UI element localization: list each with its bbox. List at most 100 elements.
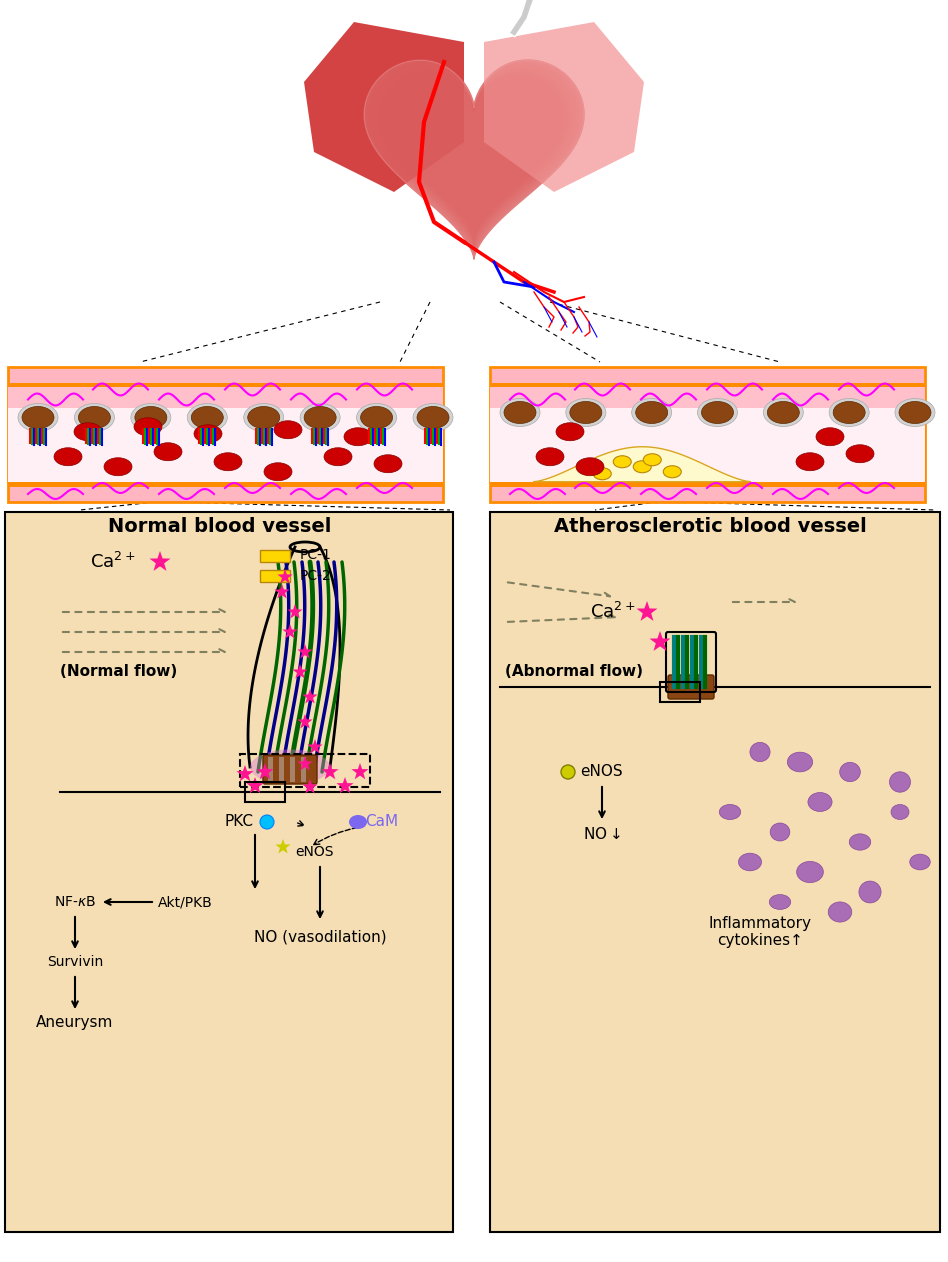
Ellipse shape <box>22 406 54 429</box>
Ellipse shape <box>360 406 392 429</box>
Polygon shape <box>150 551 171 570</box>
Text: Aneurysm: Aneurysm <box>36 1015 114 1030</box>
Bar <box>260 550 290 562</box>
Polygon shape <box>268 757 273 782</box>
Ellipse shape <box>768 891 793 912</box>
Ellipse shape <box>356 404 396 432</box>
Polygon shape <box>301 757 306 782</box>
Ellipse shape <box>899 401 931 424</box>
Polygon shape <box>490 387 925 408</box>
Polygon shape <box>274 584 289 598</box>
Ellipse shape <box>808 793 832 811</box>
Ellipse shape <box>304 406 337 429</box>
Polygon shape <box>287 604 302 618</box>
Polygon shape <box>246 777 264 794</box>
Ellipse shape <box>767 401 799 424</box>
Polygon shape <box>236 765 253 781</box>
Polygon shape <box>8 384 443 387</box>
Polygon shape <box>279 757 284 782</box>
Ellipse shape <box>349 815 367 829</box>
Ellipse shape <box>214 453 242 471</box>
Polygon shape <box>257 764 274 779</box>
FancyBboxPatch shape <box>668 675 714 699</box>
Ellipse shape <box>374 454 402 473</box>
Text: PKC: PKC <box>225 814 254 829</box>
Polygon shape <box>290 757 295 782</box>
Ellipse shape <box>816 428 844 445</box>
Ellipse shape <box>274 420 302 439</box>
Ellipse shape <box>749 743 771 761</box>
Ellipse shape <box>830 399 869 427</box>
Ellipse shape <box>135 406 167 429</box>
Ellipse shape <box>75 404 115 432</box>
Ellipse shape <box>846 444 874 463</box>
Ellipse shape <box>413 404 453 432</box>
Ellipse shape <box>301 404 340 432</box>
Ellipse shape <box>664 466 682 478</box>
Polygon shape <box>490 408 925 482</box>
Ellipse shape <box>344 428 372 445</box>
Polygon shape <box>8 387 443 408</box>
Ellipse shape <box>570 401 602 424</box>
Ellipse shape <box>250 750 330 785</box>
Ellipse shape <box>890 774 910 791</box>
Text: Survivin: Survivin <box>46 955 103 969</box>
Polygon shape <box>352 764 369 779</box>
Ellipse shape <box>324 448 352 466</box>
Ellipse shape <box>798 862 822 882</box>
Polygon shape <box>283 623 298 639</box>
Polygon shape <box>490 482 925 487</box>
Text: Inflammatory
cytokines↑: Inflammatory cytokines↑ <box>708 916 811 948</box>
Polygon shape <box>364 61 584 259</box>
Text: Normal blood vessel: Normal blood vessel <box>108 517 332 536</box>
Ellipse shape <box>593 468 611 480</box>
Ellipse shape <box>247 406 280 429</box>
Ellipse shape <box>500 399 540 427</box>
Text: Atherosclerotic blood vessel: Atherosclerotic blood vessel <box>554 517 866 536</box>
Ellipse shape <box>74 423 102 440</box>
Ellipse shape <box>631 399 672 427</box>
Ellipse shape <box>895 399 935 427</box>
Ellipse shape <box>194 425 222 443</box>
Text: NF-$\kappa$B: NF-$\kappa$B <box>54 895 96 909</box>
Ellipse shape <box>244 404 283 432</box>
Polygon shape <box>534 447 751 482</box>
Polygon shape <box>484 21 644 192</box>
Ellipse shape <box>664 679 719 694</box>
Bar <box>260 570 290 582</box>
Ellipse shape <box>830 901 849 923</box>
Text: (Normal flow): (Normal flow) <box>60 665 177 679</box>
Polygon shape <box>302 689 318 703</box>
FancyBboxPatch shape <box>5 512 453 1232</box>
Ellipse shape <box>850 834 869 849</box>
Ellipse shape <box>738 854 762 870</box>
Ellipse shape <box>566 399 606 427</box>
Polygon shape <box>304 21 464 192</box>
Polygon shape <box>337 777 354 794</box>
Polygon shape <box>298 714 313 728</box>
Text: Ca$^{2+}$: Ca$^{2+}$ <box>90 551 136 572</box>
FancyBboxPatch shape <box>490 512 940 1232</box>
Ellipse shape <box>417 406 449 429</box>
Ellipse shape <box>556 423 584 440</box>
Ellipse shape <box>702 401 734 424</box>
Ellipse shape <box>576 458 604 476</box>
Ellipse shape <box>188 404 228 432</box>
Ellipse shape <box>79 406 110 429</box>
Ellipse shape <box>264 463 292 481</box>
Ellipse shape <box>698 399 738 427</box>
Text: Ca$^{2+}$: Ca$^{2+}$ <box>590 602 635 622</box>
Ellipse shape <box>787 752 813 771</box>
Ellipse shape <box>613 456 631 468</box>
Ellipse shape <box>104 458 132 476</box>
Ellipse shape <box>134 418 162 435</box>
Polygon shape <box>275 839 291 853</box>
Text: NO (vasodilation): NO (vasodilation) <box>254 930 387 944</box>
Ellipse shape <box>763 399 803 427</box>
Ellipse shape <box>561 765 575 779</box>
Text: Akt/PKB: Akt/PKB <box>157 895 212 909</box>
Ellipse shape <box>887 801 913 823</box>
Polygon shape <box>636 601 658 621</box>
Polygon shape <box>292 664 307 679</box>
Ellipse shape <box>536 448 564 466</box>
